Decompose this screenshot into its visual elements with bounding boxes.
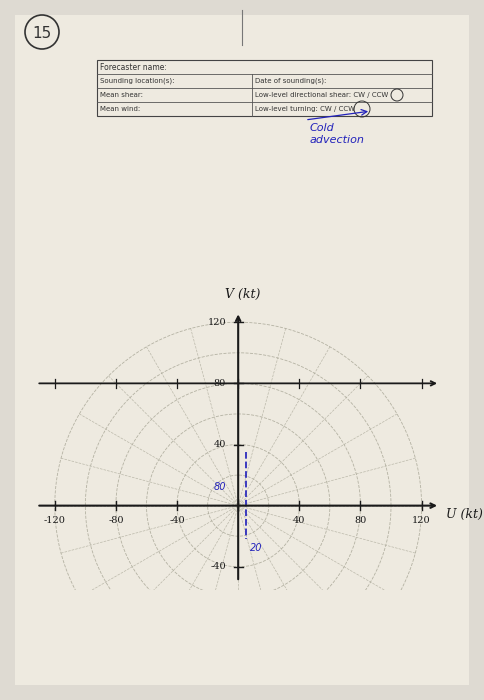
Text: 80: 80 [214,379,226,388]
Text: 40: 40 [213,440,226,449]
Text: 120: 120 [207,318,226,327]
Text: Low-level turning: CW / CCW: Low-level turning: CW / CCW [255,106,355,112]
Text: Sounding location(s):: Sounding location(s): [100,78,175,84]
Text: 80: 80 [213,482,226,492]
Text: 80: 80 [354,517,366,525]
Text: U (kt): U (kt) [446,508,483,522]
Text: V (kt): V (kt) [225,288,260,301]
Text: -120: -120 [44,517,66,525]
Text: Date of sounding(s):: Date of sounding(s): [255,78,326,84]
Text: Low-level directional shear: CW / CCW: Low-level directional shear: CW / CCW [255,92,388,98]
Text: 120: 120 [412,517,431,525]
Text: Mean shear:: Mean shear: [100,92,143,98]
Text: 15: 15 [32,25,52,41]
Text: 20: 20 [250,543,263,554]
Text: -40: -40 [169,517,185,525]
Text: Forecaster name:: Forecaster name: [100,62,167,71]
Text: -40: -40 [211,562,226,571]
Text: -80: -80 [108,517,123,525]
Text: Mean wind:: Mean wind: [100,106,140,112]
Text: 40: 40 [293,517,305,525]
Bar [97,60,432,116]
Text: Cold
advection: Cold advection [310,123,365,145]
